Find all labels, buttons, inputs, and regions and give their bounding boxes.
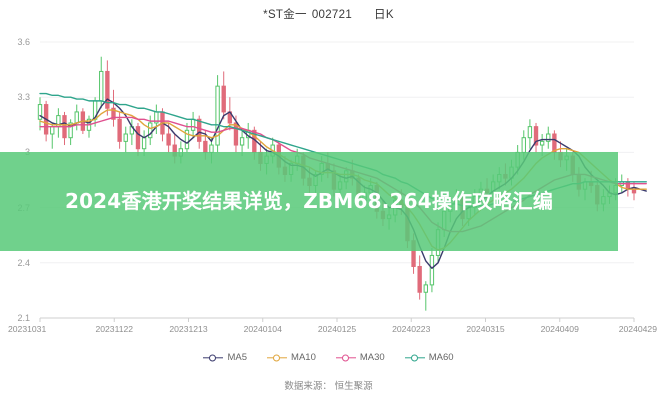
security-code: 002721 (311, 9, 353, 21)
legend-item-label: MA60 (428, 352, 454, 363)
x-axis-tick-label: 20231122 (95, 324, 134, 334)
x-axis-tick-label: 20240429 (618, 324, 657, 334)
chart-title: *ST金一 002721 日K (0, 6, 657, 22)
x-axis-tick-label: 20240315 (466, 324, 505, 334)
data-source-note: 数据来源： 恒生聚源 (0, 378, 657, 392)
y-axis-tick-label: 3.3 (17, 92, 30, 103)
period-label: 日K (374, 9, 394, 21)
x-axis-tick-label: 20240104 (243, 324, 282, 334)
x-axis-tick-label: 20240223 (392, 324, 431, 334)
legend-marker-icon (404, 353, 425, 363)
overlay-banner: 2024香港开奖结果详览，ZBM68.264操作攻略汇编 (0, 152, 618, 251)
x-axis-tick-label: 20231213 (169, 324, 208, 334)
y-axis-tick-label: 2.4 (17, 257, 30, 268)
data-source-label: 数据来源： (284, 381, 332, 392)
legend-item-label: MA5 (227, 352, 248, 363)
y-axis-tick-label: 3.6 (17, 37, 30, 47)
legend-item-label: MA10 (291, 352, 316, 363)
x-axis-tick-label: 20240409 (540, 324, 579, 334)
legend-item-ma30[interactable]: MA30 (335, 352, 385, 363)
y-axis-tick-label: 2.1 (17, 313, 30, 323)
chart-legend: MA5 MA10 MA30 MA60 (0, 352, 657, 363)
legend-item-ma10[interactable]: MA10 (267, 352, 316, 363)
security-name: *ST金一 (263, 9, 307, 21)
legend-marker-icon (335, 353, 356, 363)
legend-item-label: MA30 (359, 352, 385, 363)
axis-lines (39, 317, 635, 322)
x-axis-tick-label: 20231031 (8, 324, 47, 334)
x-axis-tick-label: 20240125 (317, 324, 357, 334)
legend-marker-icon (267, 353, 288, 363)
legend-item-ma5[interactable]: MA5 (203, 352, 247, 363)
overlay-banner-text: 2024香港开奖结果详览，ZBM68.264操作攻略汇编 (64, 189, 554, 213)
legend-item-ma60[interactable]: MA60 (404, 352, 454, 363)
data-source-provider: 恒生聚源 (334, 381, 373, 392)
legend-marker-icon (203, 353, 224, 363)
